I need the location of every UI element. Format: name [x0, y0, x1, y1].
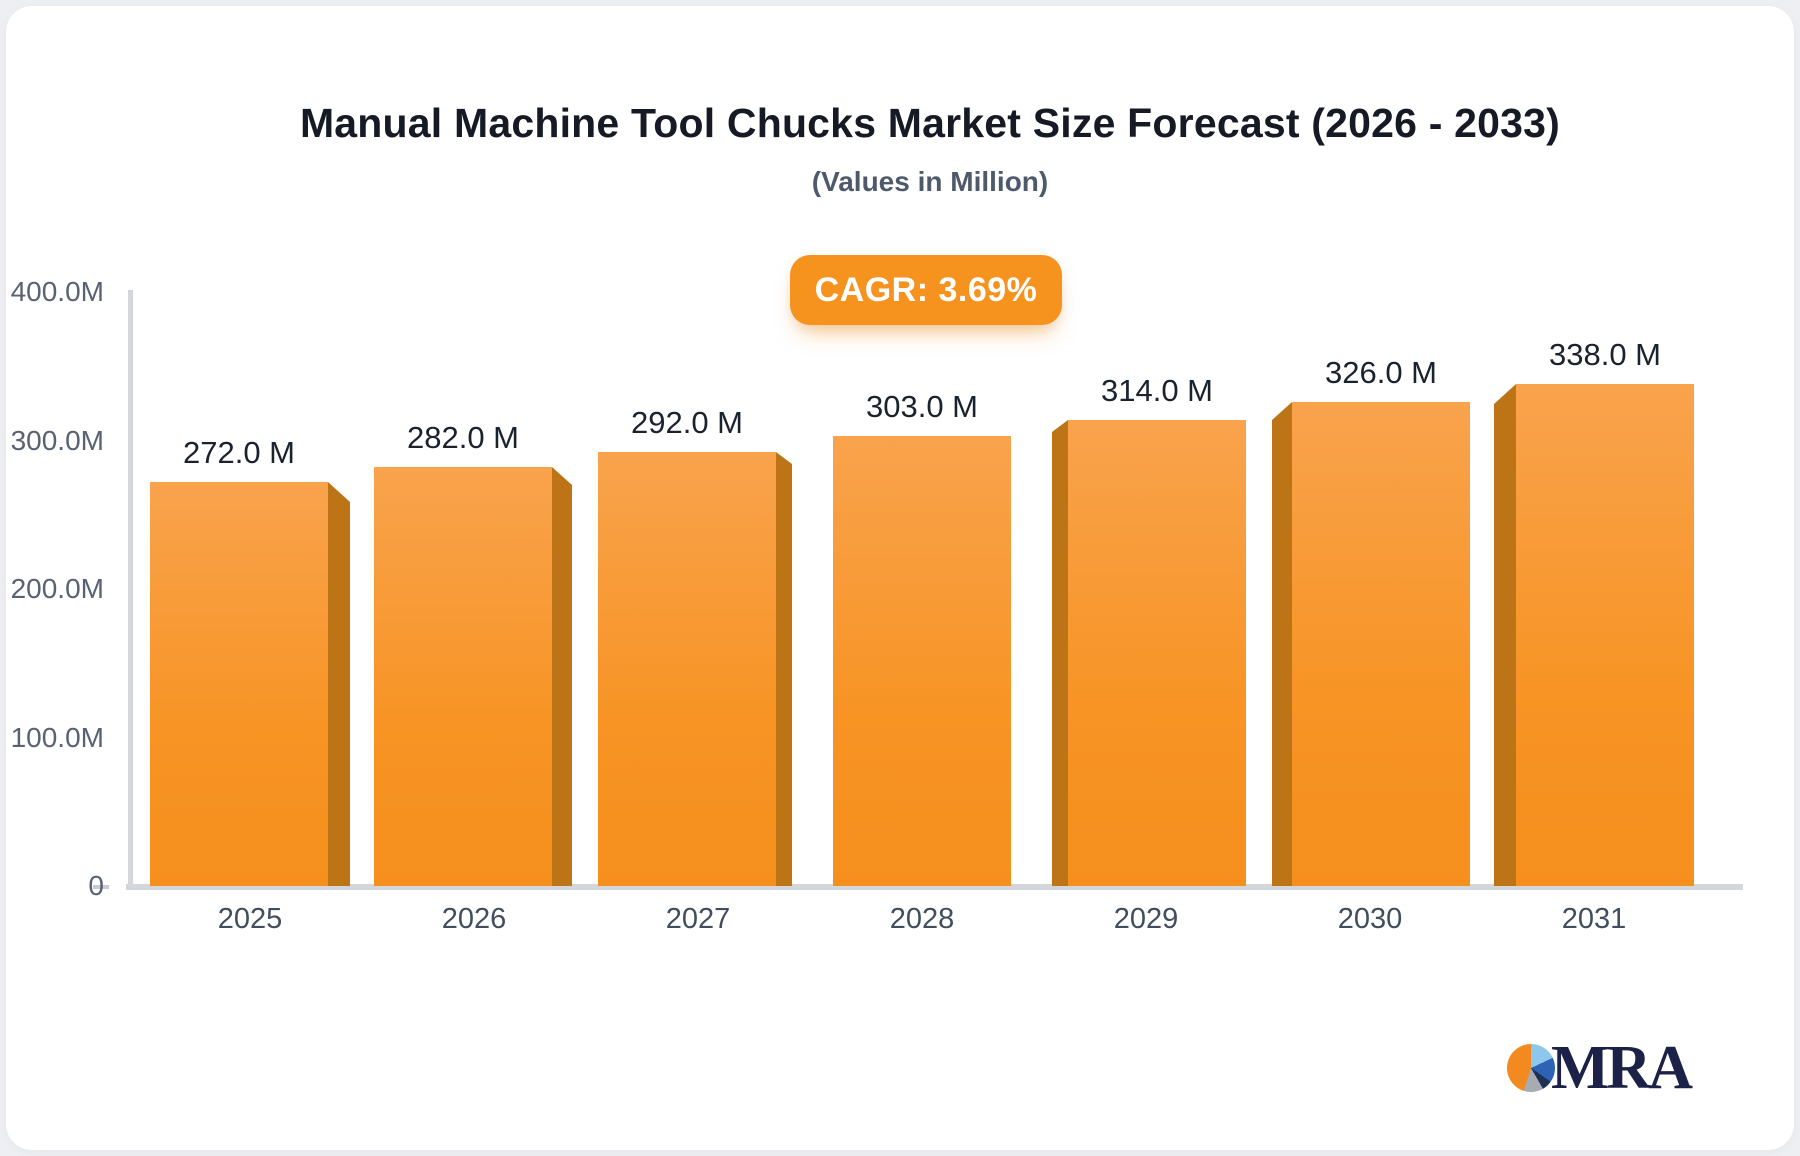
pie-chart-logo-icon: [1507, 1044, 1555, 1092]
x-axis-label-2030: 2030: [1337, 903, 1403, 935]
bar-2025: [150, 482, 328, 886]
bar-side-2027: [776, 452, 792, 886]
cagr-badge-label: CAGR: 3.69%: [814, 270, 1038, 309]
x-axis-label-2027: 2027: [665, 903, 731, 935]
bar-side-2031: [1494, 384, 1516, 886]
x-axis-label-2026: 2026: [441, 903, 507, 935]
bar-value-label-2030: 326.0 M: [1324, 355, 1437, 390]
bar-2027: [598, 452, 776, 886]
bar-value-label-2029: 314.0 M: [1100, 373, 1213, 408]
bar-value-label-2028: 303.0 M: [865, 389, 978, 424]
bar-side-2030: [1272, 402, 1292, 886]
bar-2029: [1068, 420, 1246, 886]
x-axis-label-2031: 2031: [1561, 903, 1627, 935]
y-axis-tick-label: 100.0M: [10, 721, 104, 753]
bar-2028: [833, 436, 1011, 886]
bar-side-2025: [328, 482, 350, 886]
logo-text: MRA: [1551, 1033, 1693, 1102]
zero-tick-mark: [93, 885, 109, 889]
cagr-badge: CAGR: 3.69%: [790, 255, 1062, 325]
bar-value-label-2026: 282.0 M: [406, 420, 519, 455]
chart-title: Manual Machine Tool Chucks Market Size F…: [299, 100, 1561, 146]
bar-2031: [1516, 384, 1694, 886]
bar-value-label-2027: 292.0 M: [630, 405, 743, 440]
y-axis-tick-label: 400.0M: [10, 276, 104, 307]
bar-side-2026: [552, 467, 572, 886]
y-axis-tick-label: 0: [88, 870, 104, 901]
bar-side-2029: [1052, 420, 1068, 886]
x-axis-label-2029: 2029: [1113, 903, 1179, 935]
mra-logo: MRA: [1507, 1034, 1693, 1102]
bar-2026: [374, 467, 552, 886]
bar-value-label-2025: 272.0 M: [182, 435, 295, 470]
y-axis-tick-label: 200.0M: [10, 573, 104, 604]
y-axis-line: [128, 290, 133, 886]
x-axis-label-2025: 2025: [217, 903, 283, 935]
x-axis-label-2028: 2028: [889, 903, 955, 935]
chart-subtitle: (Values in Million): [811, 166, 1049, 197]
y-axis-tick-label: 300.0M: [10, 424, 104, 456]
bar-2030: [1292, 402, 1470, 886]
x-axis-line: [126, 884, 1743, 890]
bar-value-label-2031: 338.0 M: [1548, 337, 1661, 372]
